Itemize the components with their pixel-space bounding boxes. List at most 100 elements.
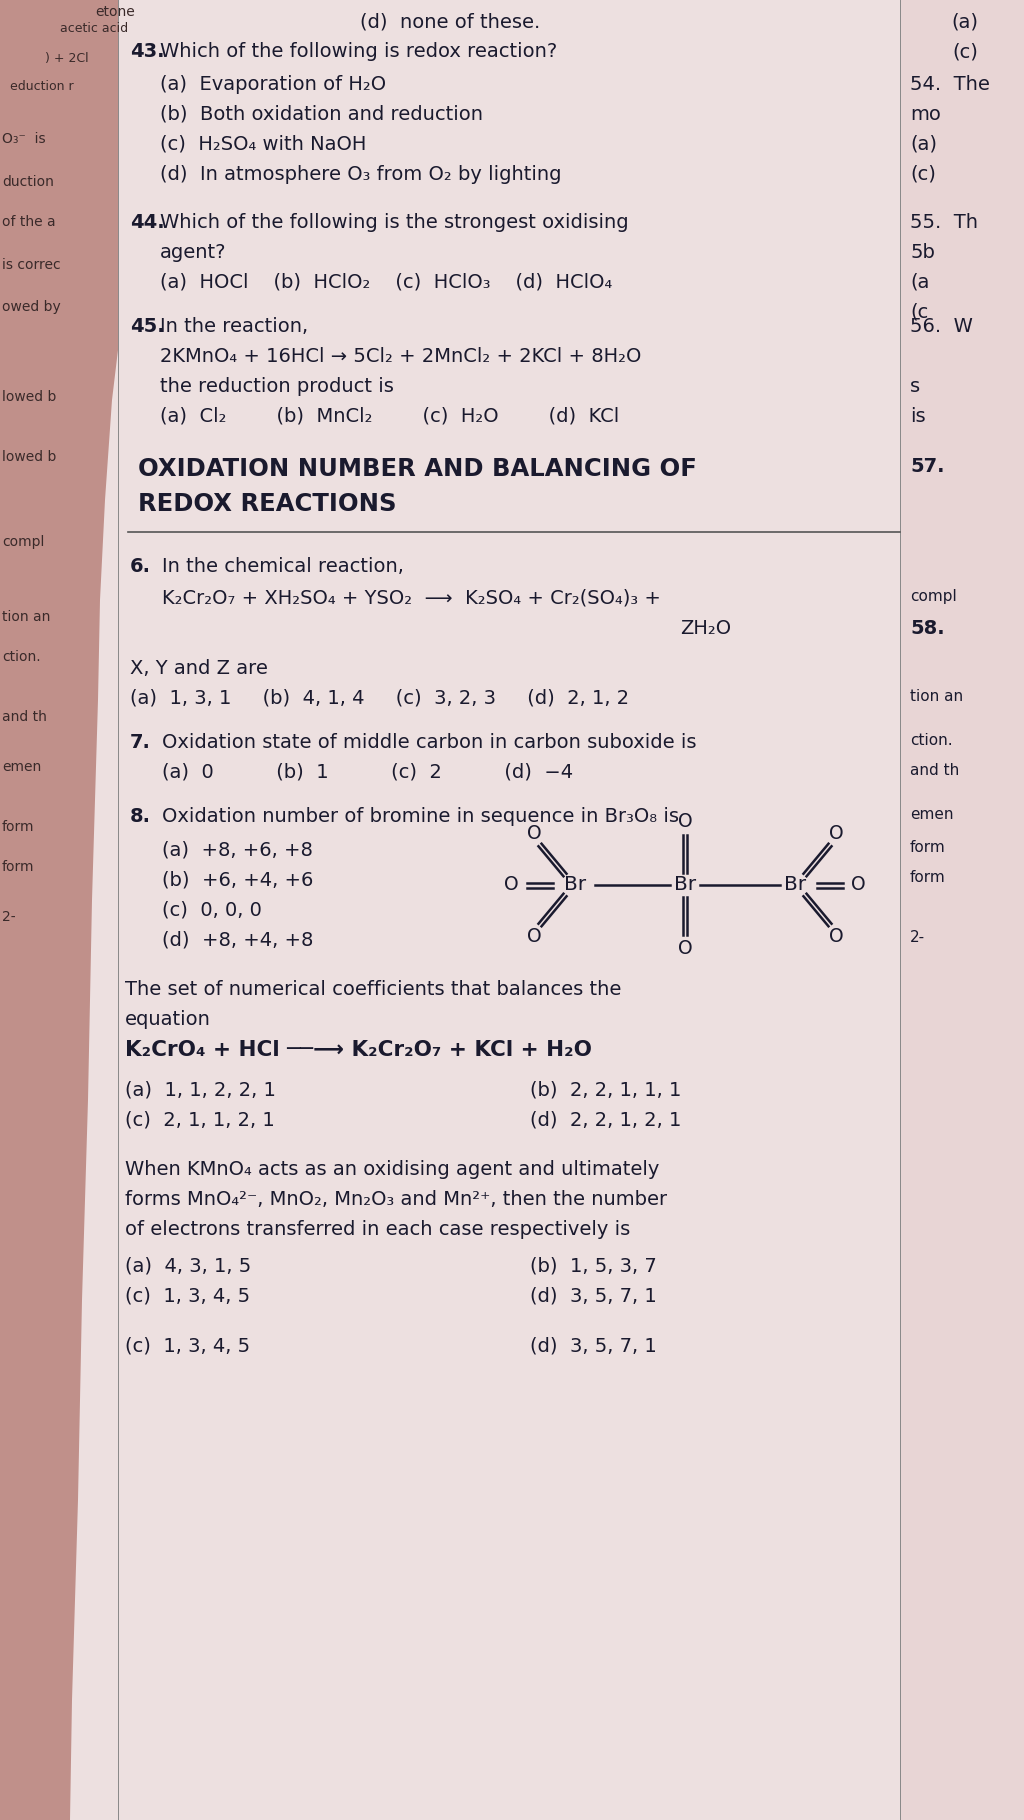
Text: duction: duction (2, 175, 54, 189)
Text: s: s (910, 377, 921, 397)
Text: and th: and th (910, 763, 959, 777)
Text: (a)  HOCl    (b)  HClO₂    (c)  HClO₃    (d)  HClO₄: (a) HOCl (b) HClO₂ (c) HClO₃ (d) HClO₄ (160, 273, 612, 291)
Text: When KMnO₄ acts as an oxidising agent and ultimately: When KMnO₄ acts as an oxidising agent an… (125, 1159, 659, 1179)
Text: form: form (910, 870, 946, 885)
Text: (c)  1, 3, 4, 5: (c) 1, 3, 4, 5 (125, 1336, 250, 1356)
Text: (c)  1, 3, 4, 5: (c) 1, 3, 4, 5 (125, 1287, 250, 1305)
Text: (a): (a) (910, 135, 937, 155)
Text: forms MnO₄²⁻, MnO₂, Mn₂O₃ and Mn²⁺, then the number: forms MnO₄²⁻, MnO₂, Mn₂O₃ and Mn²⁺, then… (125, 1190, 667, 1208)
Text: emen: emen (2, 761, 41, 774)
Text: In the reaction,: In the reaction, (160, 317, 308, 337)
Text: mo: mo (910, 106, 941, 124)
Text: acetic acid: acetic acid (60, 22, 128, 35)
Text: Br: Br (564, 875, 586, 894)
Text: (a: (a (910, 273, 930, 291)
Text: (d)  2, 2, 1, 2, 1: (d) 2, 2, 1, 2, 1 (530, 1110, 681, 1128)
Text: K₂CrO₄ + HCl ──⟶ K₂Cr₂O₇ + KCl + H₂O: K₂CrO₄ + HCl ──⟶ K₂Cr₂O₇ + KCl + H₂O (125, 1039, 592, 1059)
Text: 8.: 8. (130, 806, 151, 826)
Text: (a)  1, 1, 2, 2, 1: (a) 1, 1, 2, 2, 1 (125, 1079, 275, 1099)
Text: O: O (526, 824, 542, 843)
Text: lowed b: lowed b (2, 450, 56, 464)
Text: the reduction product is: the reduction product is (160, 377, 394, 397)
Text: 2KMnO₄ + 16HCl → 5Cl₂ + 2MnCl₂ + 2KCl + 8H₂O: 2KMnO₄ + 16HCl → 5Cl₂ + 2MnCl₂ + 2KCl + … (160, 348, 641, 366)
Text: equation: equation (125, 1010, 211, 1028)
Text: O₃⁻  is: O₃⁻ is (2, 133, 46, 146)
Text: form: form (910, 841, 946, 855)
Text: 54.  The: 54. The (910, 75, 990, 95)
Text: K₂Cr₂O₇ + XH₂SO₄ + YSO₂  ⟶  K₂SO₄ + Cr₂(SO₄)₃ +: K₂Cr₂O₇ + XH₂SO₄ + YSO₂ ⟶ K₂SO₄ + Cr₂(SO… (162, 590, 660, 608)
Text: (a): (a) (951, 13, 979, 31)
Text: (a)  Evaporation of H₂O: (a) Evaporation of H₂O (160, 75, 386, 95)
Text: tion an: tion an (2, 610, 50, 624)
Text: of electrons transferred in each case respectively is: of electrons transferred in each case re… (125, 1219, 630, 1239)
Text: 57.: 57. (910, 457, 944, 477)
Text: (d)  3, 5, 7, 1: (d) 3, 5, 7, 1 (530, 1287, 656, 1305)
Text: 2-: 2- (910, 930, 925, 945)
Text: etone: etone (95, 5, 135, 18)
Text: owed by: owed by (2, 300, 60, 315)
Text: (a)  4, 3, 1, 5: (a) 4, 3, 1, 5 (125, 1256, 251, 1276)
Text: is correc: is correc (2, 258, 60, 271)
Text: O: O (851, 875, 865, 894)
Text: O: O (678, 812, 692, 832)
Text: OXIDATION NUMBER AND BALANCING OF: OXIDATION NUMBER AND BALANCING OF (138, 457, 697, 480)
Text: (c)  2, 1, 1, 2, 1: (c) 2, 1, 1, 2, 1 (125, 1110, 274, 1128)
Text: eduction r: eduction r (10, 80, 74, 93)
Text: (c): (c) (952, 42, 978, 62)
Text: 5b: 5b (910, 244, 935, 262)
Text: 43.: 43. (130, 42, 165, 62)
Text: 7.: 7. (130, 733, 151, 752)
Text: tion an: tion an (910, 690, 964, 704)
Polygon shape (118, 0, 900, 1820)
Text: form: form (2, 861, 35, 874)
Text: (b)  2, 2, 1, 1, 1: (b) 2, 2, 1, 1, 1 (530, 1079, 681, 1099)
Text: of the a: of the a (2, 215, 55, 229)
Text: (a)  0          (b)  1          (c)  2          (d)  −4: (a) 0 (b) 1 (c) 2 (d) −4 (162, 763, 573, 783)
Text: Which of the following is redox reaction?: Which of the following is redox reaction… (160, 42, 557, 62)
Text: compl: compl (910, 590, 956, 604)
Text: X, Y and Z are: X, Y and Z are (130, 659, 268, 679)
Text: O: O (828, 824, 844, 843)
Text: (b)  1, 5, 3, 7: (b) 1, 5, 3, 7 (530, 1256, 656, 1276)
Text: Br: Br (784, 875, 806, 894)
Text: ) + 2Cl: ) + 2Cl (45, 53, 89, 66)
Text: agent?: agent? (160, 244, 226, 262)
Text: 55.  Th: 55. Th (910, 213, 978, 231)
Text: form: form (2, 821, 35, 834)
Text: emen: emen (910, 806, 953, 823)
Text: and th: and th (2, 710, 47, 724)
Text: is: is (910, 408, 926, 426)
Polygon shape (900, 0, 1024, 1820)
Text: (b)  Both oxidation and reduction: (b) Both oxidation and reduction (160, 106, 483, 124)
Text: The set of numerical coefficients that balances the: The set of numerical coefficients that b… (125, 979, 622, 999)
Text: (c): (c) (910, 166, 936, 184)
Text: (d)  3, 5, 7, 1: (d) 3, 5, 7, 1 (530, 1336, 656, 1356)
Text: Br: Br (674, 875, 696, 894)
Text: (c: (c (910, 302, 928, 322)
Text: (a)  +8, +6, +8: (a) +8, +6, +8 (162, 841, 313, 859)
Text: O: O (828, 926, 844, 946)
Text: Which of the following is the strongest oxidising: Which of the following is the strongest … (160, 213, 629, 231)
Text: ction.: ction. (2, 650, 41, 664)
Text: (d)  In atmosphere O₃ from O₂ by lighting: (d) In atmosphere O₃ from O₂ by lighting (160, 166, 561, 184)
Text: compl: compl (2, 535, 44, 550)
Text: O: O (526, 926, 542, 946)
Text: 56.  W: 56. W (910, 317, 973, 337)
Text: (c)  0, 0, 0: (c) 0, 0, 0 (162, 901, 262, 919)
Text: (a)  1, 3, 1     (b)  4, 1, 4     (c)  3, 2, 3     (d)  2, 1, 2: (a) 1, 3, 1 (b) 4, 1, 4 (c) 3, 2, 3 (d) … (130, 690, 629, 708)
Polygon shape (0, 0, 118, 1820)
Text: ction.: ction. (910, 733, 952, 748)
Text: REDOX REACTIONS: REDOX REACTIONS (138, 491, 396, 517)
Text: Oxidation state of middle carbon in carbon suboxide is: Oxidation state of middle carbon in carb… (162, 733, 696, 752)
Text: 44.: 44. (130, 213, 165, 231)
Text: 45.: 45. (130, 317, 165, 337)
Text: (a)  Cl₂        (b)  MnCl₂        (c)  H₂O        (d)  KCl: (a) Cl₂ (b) MnCl₂ (c) H₂O (d) KCl (160, 408, 620, 426)
Text: (d)  none of these.: (d) none of these. (360, 13, 541, 31)
Text: O: O (678, 939, 692, 957)
Text: O: O (505, 875, 519, 894)
Text: (b)  +6, +4, +6: (b) +6, +4, +6 (162, 870, 313, 888)
Text: 6.: 6. (130, 557, 151, 575)
Text: In the chemical reaction,: In the chemical reaction, (162, 557, 403, 575)
Text: (c)  H₂SO₄ with NaOH: (c) H₂SO₄ with NaOH (160, 135, 367, 155)
Text: 2-: 2- (2, 910, 15, 925)
